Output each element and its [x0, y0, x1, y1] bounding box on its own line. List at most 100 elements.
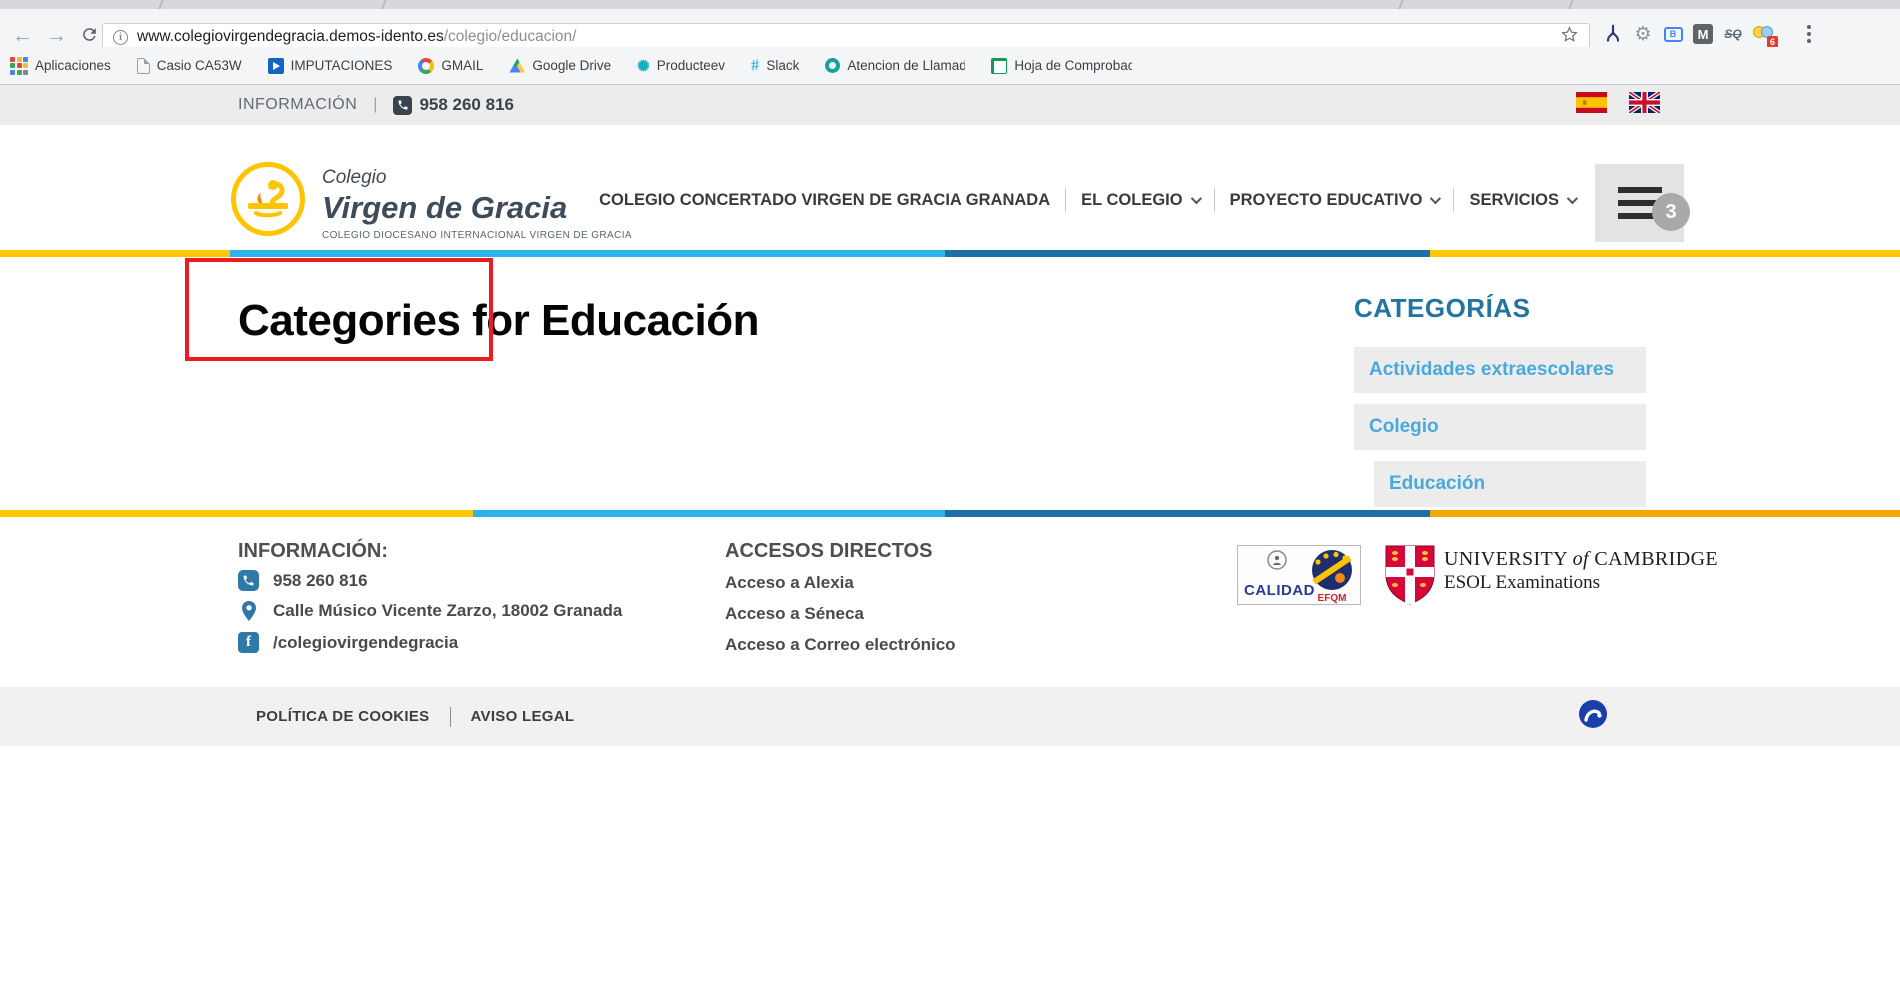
tab-strip — [0, 0, 1900, 9]
bottom-bar: POLÍTICA DE COOKIES AVISO LEGAL — [0, 687, 1900, 746]
bookmark-apps[interactable]: Aplicaciones — [10, 56, 111, 75]
sidebar-item-colegio[interactable]: Colegio — [1354, 404, 1646, 450]
school-logo[interactable] — [231, 162, 305, 236]
facebook-letter: f — [246, 634, 251, 650]
back-button[interactable]: ← — [12, 24, 33, 47]
monosnap-extension-icon[interactable]: M — [1688, 22, 1718, 46]
gear-extension-icon[interactable]: ⚙ — [1628, 22, 1658, 46]
chevron-down-icon — [1190, 192, 1202, 205]
bookmark-label: Producteev — [656, 58, 726, 73]
cambridge-title: UNIVERSITY of CAMBRIDGE — [1444, 548, 1718, 571]
imputaciones-icon — [267, 57, 284, 74]
sidebar-item-educacion[interactable]: Educación — [1374, 461, 1646, 507]
nav-item-servicios[interactable]: SERVICIOS — [1454, 191, 1590, 210]
nav-separator — [1065, 188, 1067, 212]
nav-item-home[interactable]: COLEGIO CONCERTADO VIRGEN DE GRACIA GRAN… — [584, 191, 1065, 210]
main-navigation: COLEGIO CONCERTADO VIRGEN DE GRACIA GRAN… — [560, 164, 1590, 236]
stripe-blue — [945, 250, 1430, 257]
topbar-phone-number: 958 260 816 — [419, 95, 514, 114]
nav-item-el-colegio[interactable]: EL COLEGIO — [1066, 191, 1213, 210]
stripe-yellow — [0, 510, 473, 517]
footer-info-title: INFORMACIÓN: — [238, 540, 388, 562]
svg-text:EFQM: EFQM — [1318, 593, 1347, 604]
lightbulb-extension-icon[interactable]: 6 — [1748, 22, 1778, 48]
tag-extension-icon[interactable]: B — [1658, 22, 1688, 46]
facebook-icon: f — [238, 632, 259, 653]
calidad-label: CALIDAD — [1244, 582, 1315, 599]
url-domain: www.colegiovirgendegracia.demos-idento.e… — [137, 28, 444, 45]
efqm-logo-icon: EFQM — [1312, 550, 1352, 604]
phone-icon — [393, 95, 413, 115]
m-letter: M — [1693, 24, 1713, 44]
bottombar-separator — [449, 706, 451, 727]
browser-toolbar: ← → i www.colegiovirgendegracia.demos-id… — [0, 9, 1900, 51]
bookmark-label: GMAIL — [441, 58, 484, 73]
nav-label: COLEGIO CONCERTADO VIRGEN DE GRACIA GRAN… — [599, 190, 1051, 209]
sq-extension-icon[interactable]: SQ — [1718, 22, 1748, 46]
bookmark-label: Google Drive — [532, 58, 612, 73]
nav-item-proyecto-educativo[interactable]: PROYECTO EDUCATIVO — [1215, 191, 1454, 210]
bookmark-gmail[interactable]: GMAIL — [418, 57, 484, 74]
gear-glyph: ⚙ — [1634, 23, 1652, 45]
reload-button[interactable] — [80, 25, 99, 48]
page-icon — [136, 57, 150, 74]
bookmark-imputaciones[interactable]: IMPUTACIONES — [267, 57, 392, 74]
bookmark-star-icon[interactable] — [1560, 25, 1579, 49]
bookmark-producteev[interactable]: ✺ Producteev — [637, 57, 725, 75]
url-path: /colegio/educacion/ — [443, 28, 577, 45]
footer-phone-row: 958 260 816 — [238, 570, 368, 591]
footer-link-alexia[interactable]: Acceso a Alexia — [725, 573, 854, 592]
forward-button[interactable]: → — [46, 24, 67, 47]
cambridge-university: UNIVERSITY — [1444, 548, 1568, 570]
page-info-icon[interactable]: i — [113, 29, 128, 45]
footer-facebook-row[interactable]: f /colegiovirgendegracia — [238, 632, 458, 653]
url-bar[interactable]: i www.colegiovirgendegracia.demos-idento… — [102, 23, 1590, 51]
browser-menu-button[interactable] — [1794, 22, 1824, 46]
page-title: Categories for Educación — [238, 296, 760, 345]
branch-extension-icon[interactable] — [1598, 22, 1628, 46]
location-pin-icon — [238, 600, 259, 622]
sidebar-item-actividades[interactable]: Actividades extraescolares — [1354, 347, 1646, 393]
nav-separator — [1213, 188, 1215, 212]
legal-notice-link[interactable]: AVISO LEGAL — [470, 708, 575, 725]
category-label: Educación — [1389, 473, 1486, 494]
tab-separator — [381, 0, 387, 9]
footer-link-seneca[interactable]: Acceso a Séneca — [725, 604, 864, 623]
footer-address-row: Calle Músico Vicente Zarzo, 18002 Granad… — [238, 600, 622, 622]
cambridge-shield-icon — [1385, 545, 1435, 605]
bookmark-label: Hoja de Comprobaci — [1014, 58, 1133, 73]
google-g-icon — [418, 57, 435, 74]
tag-letter: B — [1663, 26, 1683, 42]
bookmark-label: Aplicaciones — [35, 58, 111, 73]
stripe-yellow — [1430, 250, 1900, 257]
spanish-flag-icon[interactable] — [1576, 92, 1607, 118]
bookmark-drive[interactable]: Google Drive — [509, 58, 611, 73]
bookmark-casio[interactable]: Casio CA53W — [136, 57, 242, 74]
tab-separator — [158, 0, 164, 9]
footer-link-correo[interactable]: Acceso a Correo electrónico — [725, 635, 956, 654]
swan-emblem-icon — [248, 180, 288, 218]
bookmark-slack[interactable]: # Slack — [750, 57, 800, 75]
logo-text-block[interactable]: Colegio Virgen de Gracia COLEGIO DIOCESA… — [322, 167, 632, 241]
cookies-policy-link[interactable]: POLÍTICA DE COOKIES — [256, 708, 430, 725]
bookmark-atencion[interactable]: Atencion de Llamada — [825, 58, 965, 73]
logo-virgen-de-gracia: Virgen de Gracia — [322, 190, 568, 225]
stripe-blue — [945, 510, 1430, 517]
footer-phone: 958 260 816 — [273, 570, 368, 590]
red-annotation-box — [185, 258, 493, 361]
category-label: Colegio — [1369, 416, 1439, 437]
uk-flag-icon[interactable] — [1627, 90, 1662, 118]
tab-separator — [1568, 0, 1574, 9]
tab-separator — [1398, 0, 1404, 9]
idento-logo-icon[interactable] — [1578, 699, 1608, 734]
producteev-icon: ✺ — [637, 57, 650, 75]
apps-grid-icon — [10, 56, 28, 75]
chevron-down-icon — [1430, 192, 1442, 205]
bookmark-hoja[interactable]: Hoja de Comprobaci — [991, 57, 1133, 74]
extensions-row: ⚙ B M SQ 6 — [1598, 22, 1824, 48]
cambridge-cambridge: CAMBRIDGE — [1594, 548, 1719, 570]
footer-address: Calle Músico Vicente Zarzo, 18002 Granad… — [273, 601, 623, 620]
phone-icon — [238, 570, 259, 591]
calidad-logo: CALIDAD EFQM — [1237, 545, 1361, 605]
calidad-emblem-icon — [1267, 550, 1287, 570]
